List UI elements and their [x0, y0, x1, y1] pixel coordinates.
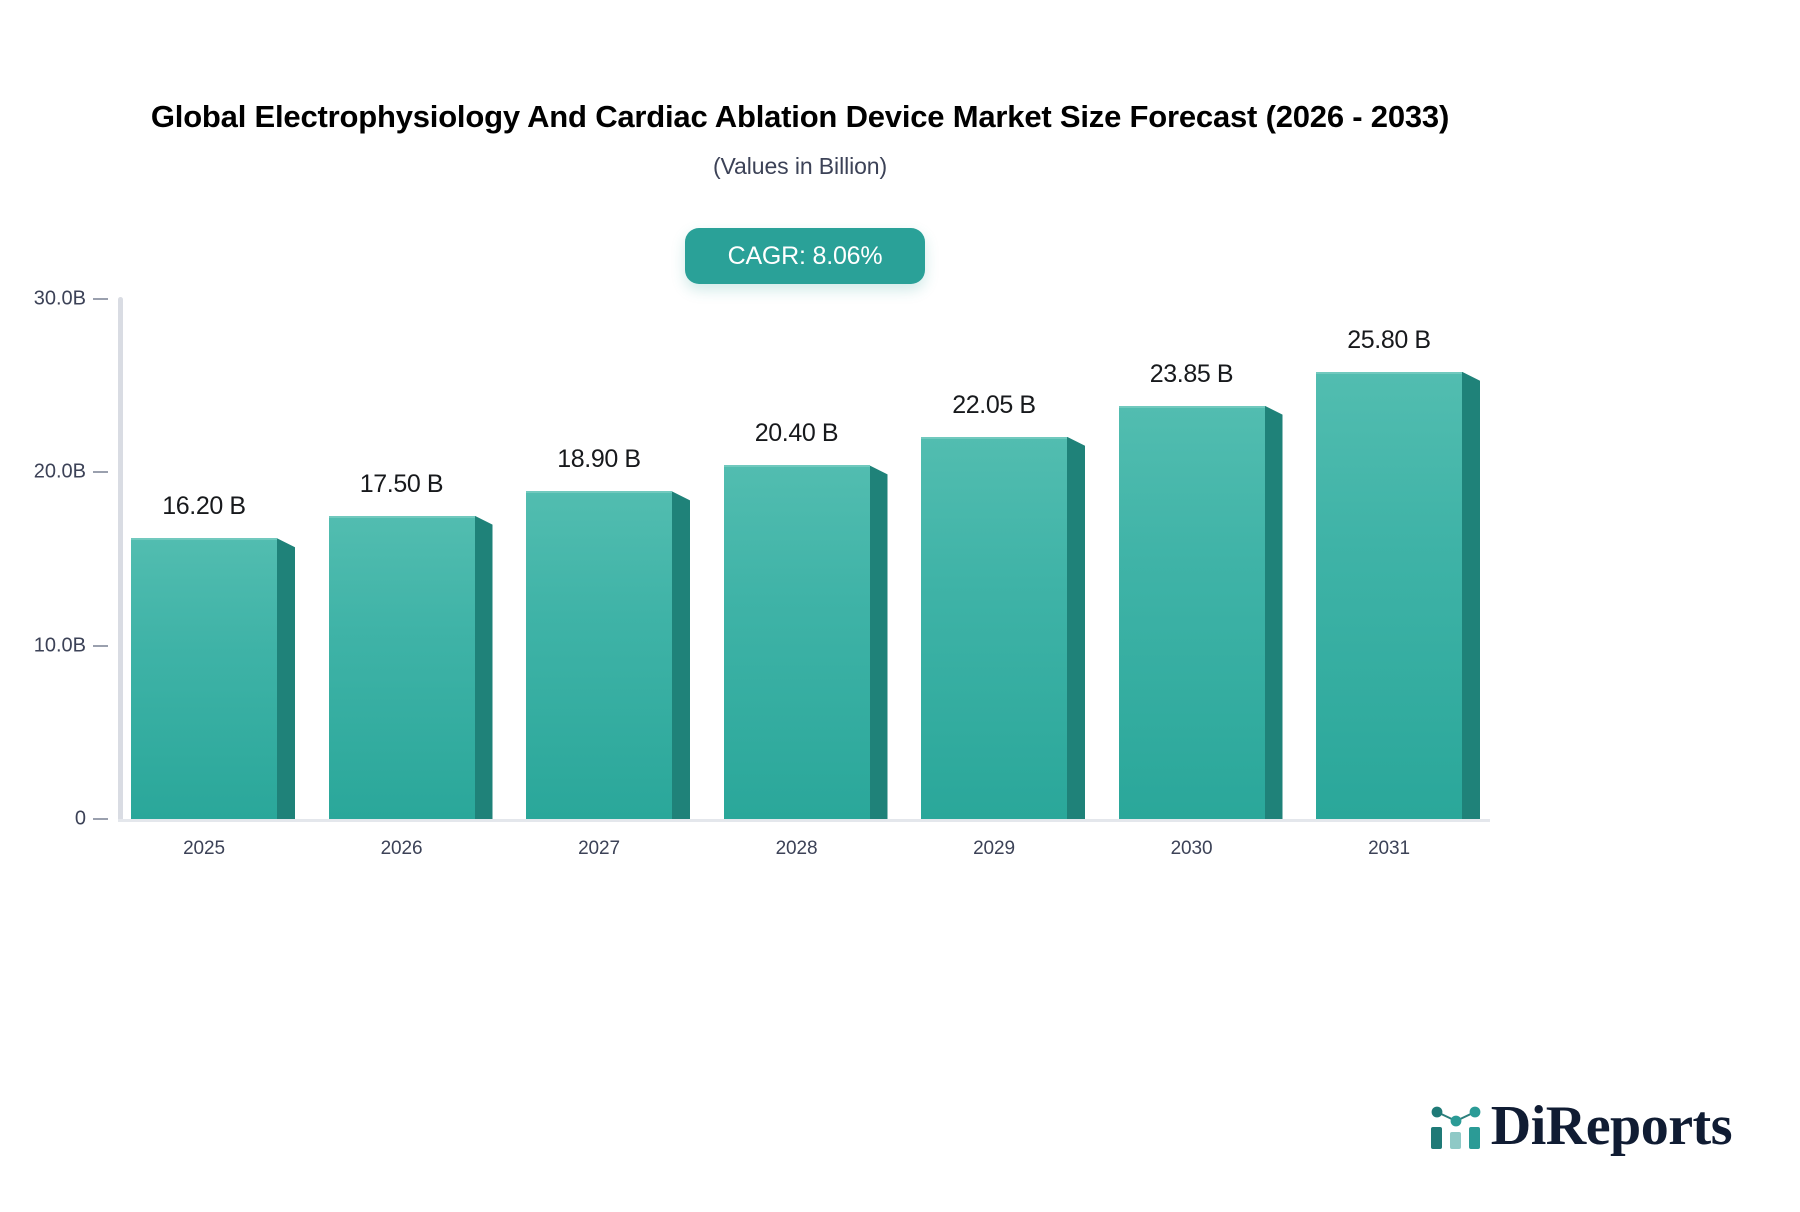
x-axis-label-2025: 2025 — [183, 838, 225, 859]
bar-2027[interactable] — [526, 491, 690, 819]
bar-top-highlight — [131, 538, 277, 541]
bar-value-label: 18.90 B — [557, 445, 641, 474]
title-block: Global Electrophysiology And Cardiac Abl… — [120, 96, 1480, 180]
bar-side-face — [1067, 436, 1085, 819]
x-axis-label-2031: 2031 — [1368, 838, 1410, 859]
bar-side-face — [1264, 405, 1283, 819]
y-axis-labels: 0 10.0B 20.0B 30.0B — [0, 0, 86, 1212]
x-axis-label-2030: 2030 — [1170, 838, 1213, 859]
bar-front-face — [1118, 405, 1265, 819]
y-axis-tick-label: 0 — [74, 807, 86, 830]
bar-2031[interactable] — [1316, 371, 1480, 819]
chart-subtitle: (Values in Billion) — [712, 152, 888, 179]
bar-side-face — [1462, 371, 1480, 819]
bar-top-highlight — [921, 436, 1067, 439]
bar-2030[interactable] — [1118, 405, 1283, 819]
bar-2029[interactable] — [921, 436, 1085, 819]
x-axis-label-2028: 2028 — [775, 838, 818, 859]
y-axis-tick-label: 30.0B — [33, 287, 86, 310]
cagr-badge: CAGR: 8.06% — [685, 228, 925, 284]
bar-side-face — [474, 515, 493, 819]
bar-top-highlight — [723, 465, 870, 468]
y-axis-tick-label: 10.0B — [33, 634, 86, 657]
bar-front-face — [723, 465, 870, 819]
y-axis-line — [118, 297, 123, 822]
y-axis-tick-mark — [93, 644, 108, 647]
bar-top-highlight — [1118, 405, 1265, 408]
bar-value-label: 25.80 B — [1347, 325, 1431, 354]
x-axis-label-2026: 2026 — [380, 838, 423, 859]
x-axis-line — [118, 819, 1490, 822]
y-axis-tick-mark — [93, 818, 108, 820]
y-axis-tick-mark — [93, 471, 108, 474]
page-title: Global Electrophysiology And Cardiac Abl… — [150, 99, 1450, 134]
bar-front-face — [328, 515, 475, 819]
bar-front-face — [1316, 371, 1462, 819]
bar-chart-dots-icon — [1430, 1106, 1481, 1149]
y-axis-tick-label: 20.0B — [33, 460, 86, 483]
bar-2026[interactable] — [328, 515, 493, 819]
bar-value-label: 22.05 B — [952, 390, 1036, 419]
bar-front-face — [526, 491, 672, 819]
bar-value-label: 16.20 B — [162, 492, 246, 521]
direports-logo: DiReports — [1427, 1095, 1733, 1157]
bar-side-face — [869, 465, 888, 819]
bar-2028[interactable] — [723, 465, 888, 819]
bar-front-face — [131, 538, 277, 819]
bar-value-label: 23.85 B — [1149, 359, 1234, 388]
bar-top-highlight — [328, 515, 475, 518]
bar-2025[interactable] — [131, 538, 295, 819]
logo-wordmark: DiReports — [1490, 1095, 1733, 1157]
bar-top-highlight — [1316, 371, 1462, 374]
y-axis-tick-mark — [93, 298, 108, 300]
bar-value-label: 20.40 B — [754, 419, 839, 448]
bar-side-face — [277, 538, 295, 819]
bar-top-highlight — [526, 491, 672, 494]
x-axis-label-2029: 2029 — [973, 838, 1015, 859]
bar-side-face — [672, 491, 690, 819]
x-axis-label-2027: 2027 — [578, 838, 620, 859]
bar-front-face — [921, 436, 1067, 819]
bar-value-label: 17.50 B — [359, 469, 444, 498]
